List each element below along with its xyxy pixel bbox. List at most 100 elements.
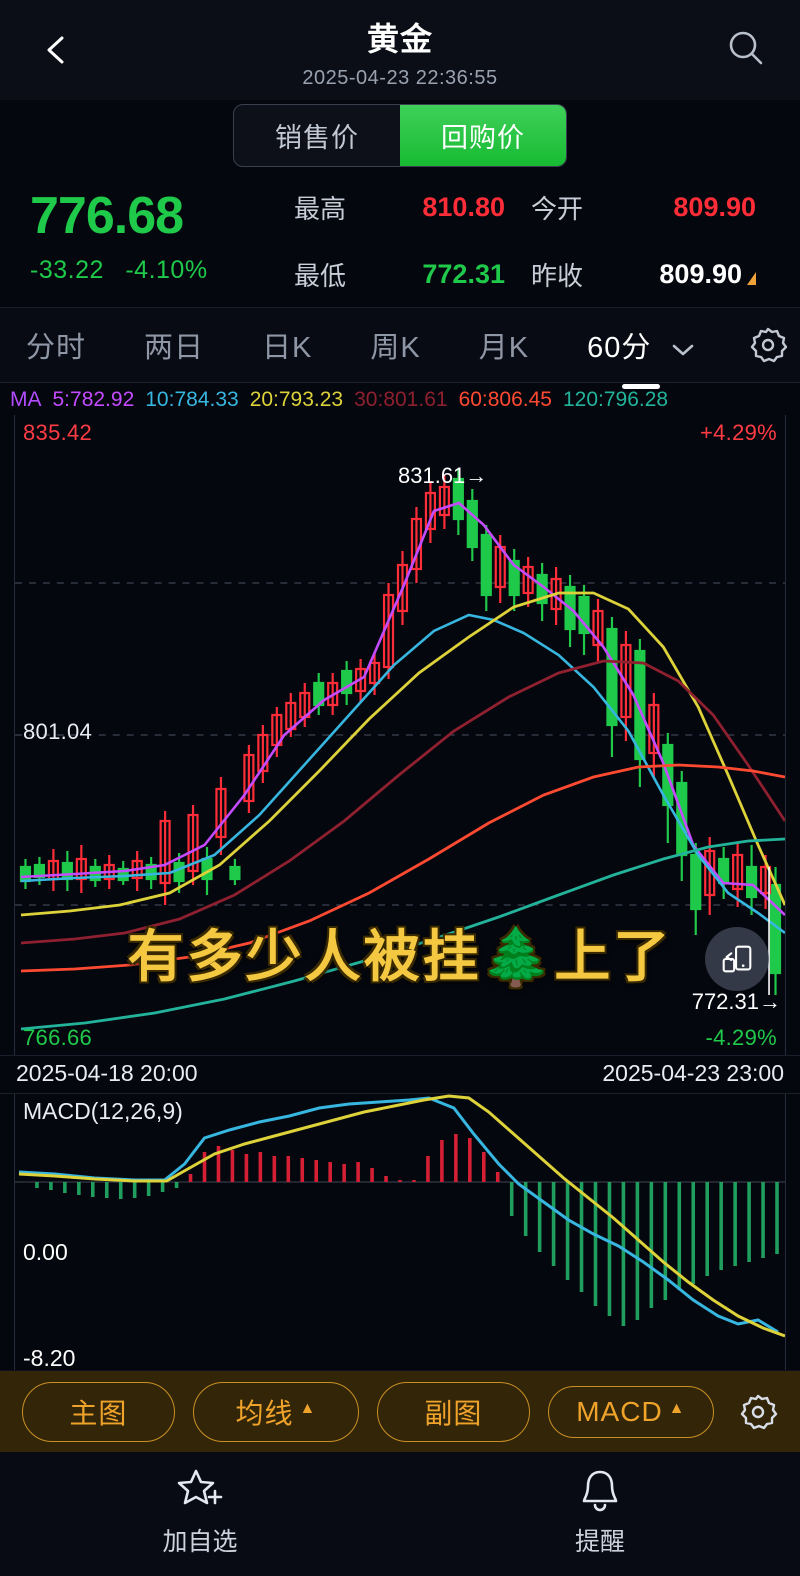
chart-top-percent: +4.29% <box>699 420 777 445</box>
peak-price-annotation: 831.61→ <box>398 463 488 488</box>
candlestick-plot <box>15 469 785 1031</box>
ma10-line <box>20 613 785 935</box>
macd-title: MACD(12,26,9) <box>23 1098 183 1124</box>
sub-chart-label: 副图 <box>424 1397 483 1429</box>
rotate-screen-button[interactable] <box>705 927 769 991</box>
segment-buyback-price[interactable]: 回购价 <box>400 105 566 166</box>
toolbar-settings-button[interactable] <box>738 1392 778 1432</box>
stat-label-high: 最高 <box>294 194 347 224</box>
ma-legend-120: 120:796.28 <box>563 388 669 411</box>
macd-bars-negative-early <box>35 1182 179 1199</box>
change-percent: -4.10% <box>125 255 208 284</box>
chart-bottom-price: 766.66 <box>23 1025 93 1050</box>
chart-bottom-percent: -4.29% <box>705 1025 777 1050</box>
moving-average-label: 均线 <box>235 1397 294 1429</box>
stat-value-open: 809.90 <box>673 192 756 222</box>
app-header: 黄金 2025-04-23 22:36:55 <box>0 0 800 100</box>
ma60-line <box>20 763 785 973</box>
ma-legend-30: 30:801.61 <box>354 388 448 411</box>
chart-gridlines <box>15 582 785 906</box>
stat-value-high: 810.80 <box>422 192 505 222</box>
segment-control: 销售价 回购价 <box>233 104 567 167</box>
chart-top-price: 835.42 <box>23 420 93 445</box>
last-price-annotation: 772.31→ <box>691 989 781 1014</box>
chart-settings-button[interactable] <box>748 325 788 365</box>
ma5-line <box>20 501 785 916</box>
chevron-left-icon <box>47 36 64 64</box>
macd-bars-positive <box>188 1134 500 1182</box>
ma-legend-60: 60:806.45 <box>458 388 552 411</box>
page-title: 黄金 <box>366 21 433 57</box>
caret-up-icon: ▲ <box>668 1399 686 1417</box>
tab-60-minute-label: 60分 <box>587 332 652 364</box>
chart-toolbar: 主图 均线 ▲ 副图 MACD ▲ <box>0 1370 800 1452</box>
main-chart-label: 主图 <box>69 1397 128 1429</box>
ma-legend-5: 5:782.92 <box>52 388 135 411</box>
change-absolute: -33.22 <box>30 255 104 284</box>
price-alert-label: 提醒 <box>574 1528 625 1556</box>
header-title-block: 黄金 2025-04-23 22:36:55 <box>0 0 800 90</box>
search-icon <box>729 31 763 65</box>
star-plus-icon <box>177 1469 223 1505</box>
macd-low-label: -8.20 <box>23 1345 76 1371</box>
segment-sale-price[interactable]: 销售价 <box>275 123 359 153</box>
macd-dea-line <box>18 1094 785 1338</box>
back-button[interactable] <box>34 28 78 72</box>
candlestick-series <box>19 469 782 995</box>
caret-up-icon: ▲ <box>299 1399 317 1417</box>
macd-dif-line <box>18 1096 779 1334</box>
main-chart-button[interactable]: 主图 <box>22 1381 175 1442</box>
triangle-marker-icon <box>747 272 756 285</box>
ma-legend-20: 20:793.23 <box>249 388 344 411</box>
add-watchlist-button[interactable]: 加自选 <box>0 1452 400 1576</box>
price-mode-toggle: 销售价 回购价 <box>0 104 800 167</box>
rotate-screen-icon <box>722 945 752 973</box>
current-price: 776.68 <box>30 187 184 245</box>
tab-monthly-k[interactable]: 月K <box>478 332 530 364</box>
price-alert-button[interactable]: 提醒 <box>400 1452 800 1576</box>
stat-value-prev-close: 809.90 <box>628 259 782 290</box>
ma-legend: MA 5:782.92 10:784.33 20:793.23 30:801.6… <box>0 383 800 415</box>
ma20-line <box>20 591 785 917</box>
gear-icon <box>751 327 788 363</box>
stat-label-open: 今开 <box>530 194 583 224</box>
stat-label-low: 最低 <box>294 261 347 291</box>
ma30-line <box>20 659 785 945</box>
macd-indicator-button[interactable]: MACD ▲ <box>547 1385 714 1438</box>
ma-legend-tag: MA <box>10 388 42 411</box>
tab-two-day[interactable]: 两日 <box>144 332 205 364</box>
quote-panel: 776.68 -33.22 -4.10% 最高 810.80 今开 809.90… <box>0 167 800 307</box>
tab-60-minute[interactable]: 60分 <box>583 324 698 366</box>
moving-average-button[interactable]: 均线 ▲ <box>192 1381 359 1442</box>
period-tab-bar: 分时 两日 日K 周K 月K 60分 <box>0 307 800 383</box>
main-candlestick-chart[interactable]: 835.42 +4.29% 801.04 766.66 -4.29% 831.6… <box>14 415 786 1055</box>
ma-legend-10: 10:784.33 <box>145 388 239 411</box>
bottom-nav-bar: 加自选 提醒 <box>0 1452 800 1576</box>
macd-plot <box>15 1094 785 1338</box>
date-axis-start: 2025-04-18 20:00 <box>16 1060 198 1086</box>
date-axis-end: 2025-04-23 23:00 <box>602 1060 784 1086</box>
add-watchlist-label: 加自选 <box>162 1528 238 1556</box>
gear-icon <box>740 1394 778 1429</box>
stat-value-low: 772.31 <box>422 259 505 289</box>
prev-close-number: 809.90 <box>659 259 742 289</box>
chart-mid-price: 801.04 <box>23 719 93 744</box>
chevron-down-icon[interactable] <box>672 332 694 365</box>
quote-stats-grid: 最高 810.80 今开 809.90 最低 772.31 昨收 809.90 <box>294 189 782 293</box>
macd-indicator-label: MACD <box>576 1395 663 1427</box>
price-change-row: -33.22 -4.10% <box>30 256 294 285</box>
tab-weekly-k[interactable]: 周K <box>370 332 421 364</box>
sub-chart-button[interactable]: 副图 <box>377 1381 530 1442</box>
ma120-line <box>20 837 785 1031</box>
quote-primary: 776.68 -33.22 -4.10% <box>30 189 294 285</box>
stat-label-prev-close: 昨收 <box>530 261 583 291</box>
quote-timestamp: 2025-04-23 22:36:55 <box>302 67 498 89</box>
search-button[interactable] <box>720 22 772 74</box>
macd-zero-label: 0.00 <box>23 1239 68 1265</box>
date-axis: 2025-04-18 20:00 2025-04-23 23:00 <box>0 1055 800 1094</box>
bell-icon <box>582 1470 618 1512</box>
macd-subchart[interactable]: MACD(12,26,9) 0.00 -8.20 <box>14 1094 786 1376</box>
macd-bars-negative-late <box>509 1182 779 1326</box>
tab-daily-k[interactable]: 日K <box>262 332 313 364</box>
tab-minute[interactable]: 分时 <box>26 332 87 364</box>
